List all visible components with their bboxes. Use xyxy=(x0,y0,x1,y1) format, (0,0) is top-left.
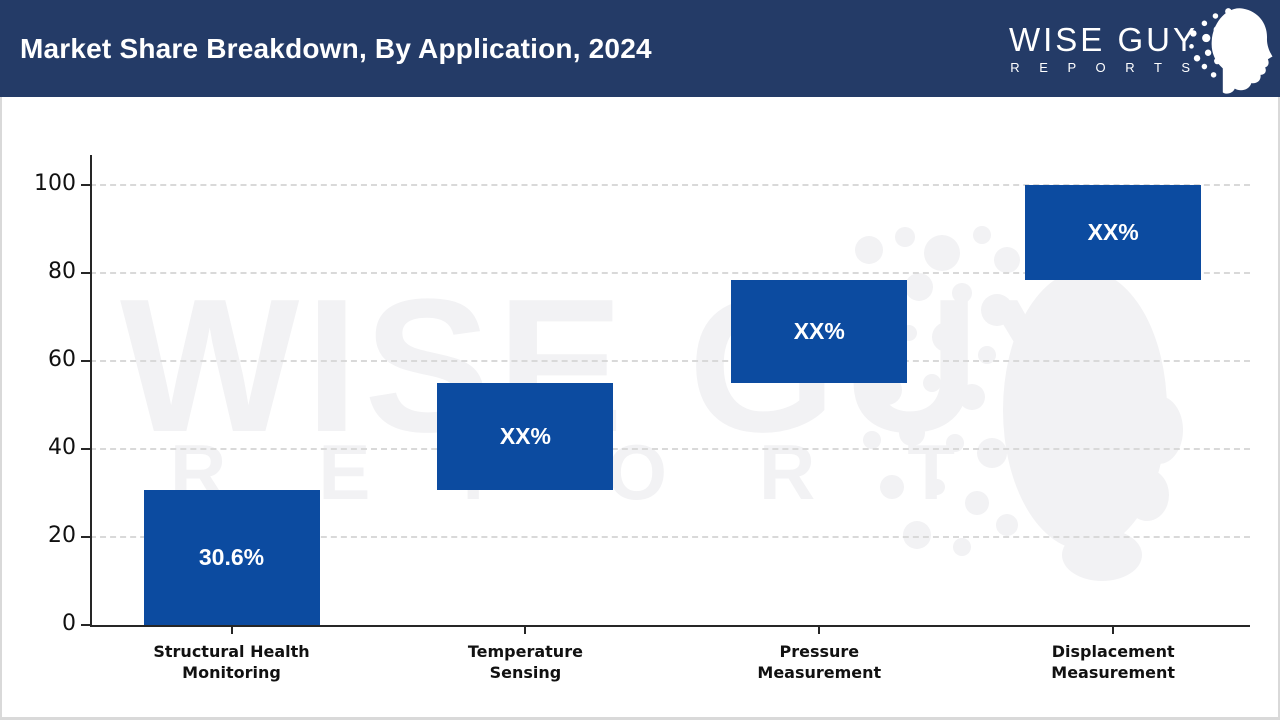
x-category-label-line: Pressure xyxy=(779,642,860,661)
y-tick-mark xyxy=(81,448,90,450)
x-tick-mark xyxy=(1112,627,1115,634)
y-tick-mark xyxy=(81,272,90,274)
watermark-head-icon xyxy=(855,226,1183,581)
x-axis xyxy=(90,625,1250,627)
bar-value-label: XX% xyxy=(793,317,845,344)
x-tick-mark xyxy=(818,627,821,634)
y-tick-label: 60 xyxy=(48,347,76,372)
y-tick-mark xyxy=(81,184,90,186)
y-tick-label: 20 xyxy=(48,523,76,548)
watermark-subtitle: REPORTS xyxy=(170,428,1192,516)
gridline xyxy=(90,448,1250,450)
y-tick-label: 40 xyxy=(48,435,76,460)
x-category-label-line: Monitoring xyxy=(182,663,281,682)
bar: XX% xyxy=(437,383,614,491)
x-category-label-line: Temperature xyxy=(467,642,583,661)
logo-text: WISE GUY R E P O R T S xyxy=(1008,20,1198,75)
y-tick-label: 100 xyxy=(34,171,76,196)
gridline xyxy=(90,360,1250,362)
bar: 30.6% xyxy=(143,490,320,625)
x-category-label: Structural Health Monitoring xyxy=(107,641,357,683)
x-category-label-line: Measurement xyxy=(757,663,882,682)
y-tick-label: 0 xyxy=(62,611,76,636)
logo-head-icon xyxy=(1189,7,1273,94)
report-header: Market Share Breakdown, By Application, … xyxy=(0,0,1280,97)
logo-wordmark: WISE GUY xyxy=(1008,20,1198,58)
x-tick-mark xyxy=(524,627,527,634)
bar-value-label: XX% xyxy=(499,423,551,450)
logo-subtitle: R E P O R T S xyxy=(1010,59,1198,75)
bar-value-label: XX% xyxy=(1087,218,1139,245)
y-tick-mark xyxy=(81,536,90,538)
x-tick-mark xyxy=(230,627,233,634)
gridline xyxy=(90,184,1250,186)
bar-value-label: 30.6% xyxy=(198,544,265,571)
page-title: Market Share Breakdown, By Application, … xyxy=(20,32,652,64)
x-category-label-line: Measurement xyxy=(1051,663,1176,682)
y-axis xyxy=(90,155,92,627)
y-tick-label: 80 xyxy=(48,259,76,284)
wise-guy-logo: WISE GUY R E P O R T S xyxy=(1009,0,1280,97)
x-category-label-line: Displacement xyxy=(1051,642,1175,661)
gridline xyxy=(90,272,1250,274)
x-category-label-line: Structural Health xyxy=(153,642,310,661)
x-category-label: Temperature Sensing xyxy=(400,641,650,683)
y-tick-mark xyxy=(81,360,90,362)
chart-area: WISE GUY REPORTS 0 20 40 60 80 100 30.6% Struct… xyxy=(0,97,1280,720)
gridline xyxy=(90,536,1250,538)
x-category-label-line: Sensing xyxy=(489,663,562,682)
x-category-label: Pressure Measurement xyxy=(694,641,944,683)
y-tick-mark xyxy=(81,624,90,626)
bar: XX% xyxy=(1025,185,1202,280)
bar: XX% xyxy=(731,279,908,383)
watermark-wordmark: WISE GUY xyxy=(120,260,1119,472)
x-category-label: Displacement Measurement xyxy=(988,641,1238,683)
